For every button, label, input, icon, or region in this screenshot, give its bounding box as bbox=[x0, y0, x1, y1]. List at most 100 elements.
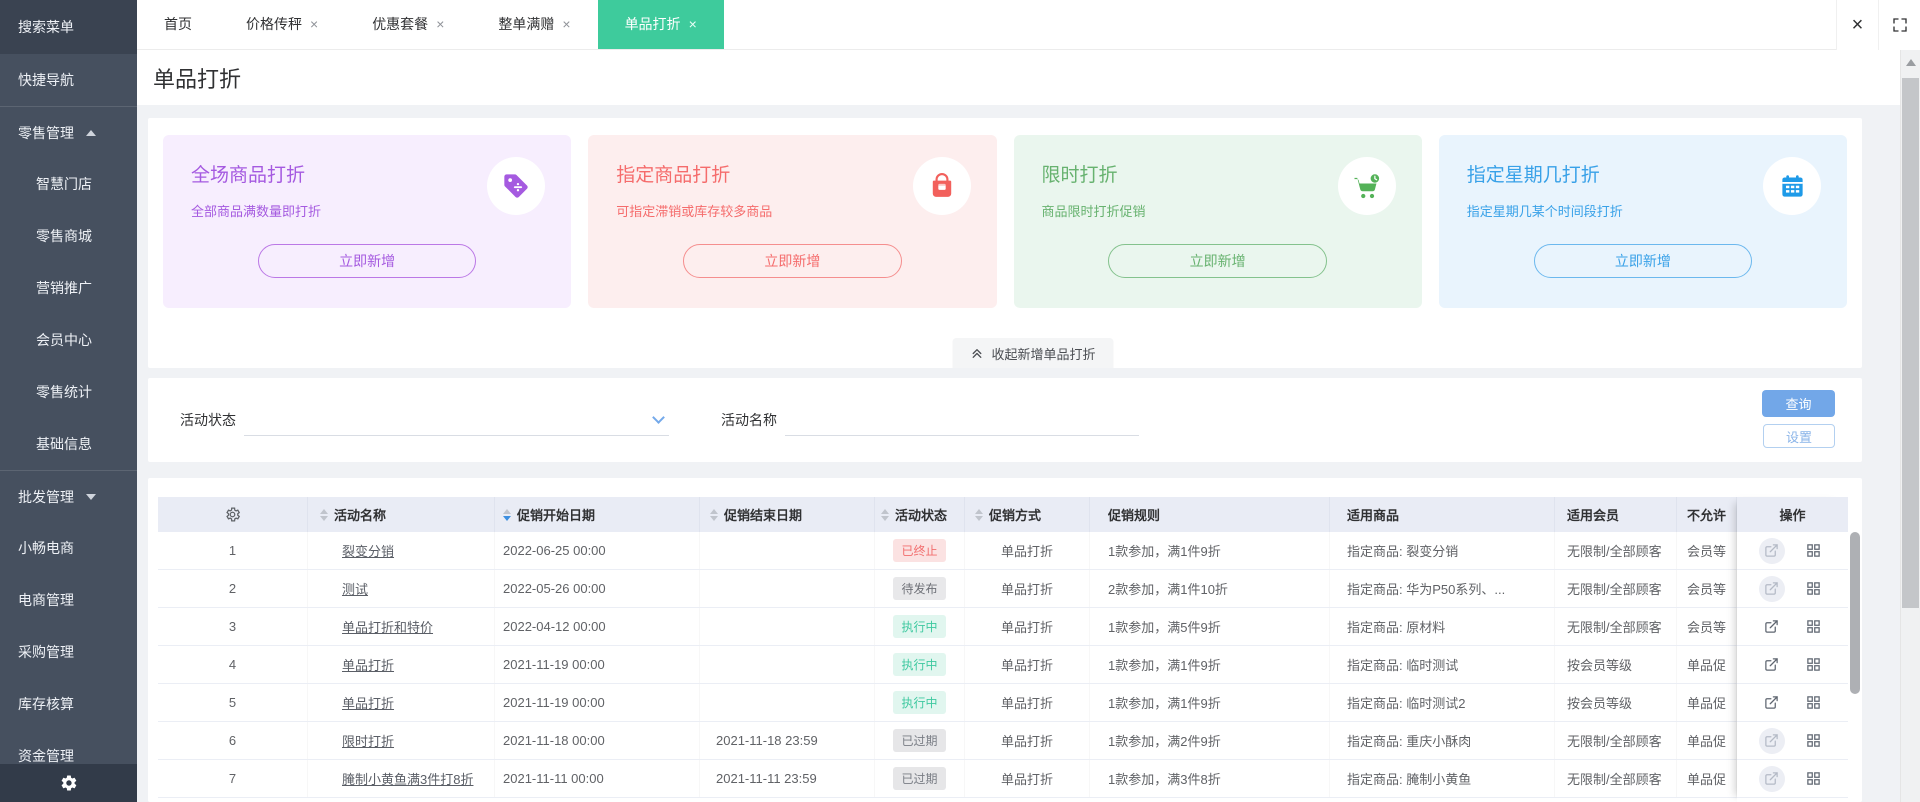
activity-name-link[interactable]: 单品打折 bbox=[342, 658, 395, 673]
activity-name-link[interactable]: 限时打折 bbox=[342, 734, 395, 749]
sidebar-item-inventory[interactable]: 库存核算 bbox=[18, 696, 74, 712]
tab-item-discount[interactable]: 单品打折 × bbox=[597, 0, 724, 49]
table-scrollbar[interactable] bbox=[1848, 532, 1862, 802]
card-title: 指定商品打折 bbox=[616, 165, 731, 186]
header-promo-method[interactable]: 促销方式 bbox=[965, 497, 1090, 532]
activity-name-link[interactable]: 单品打折和特价 bbox=[342, 620, 434, 635]
sidebar-item-retail-stats[interactable]: 零售统计 bbox=[36, 384, 92, 400]
sort-arrows-icon[interactable] bbox=[975, 508, 983, 521]
sidebar-item-member-center[interactable]: 会员中心 bbox=[36, 332, 92, 348]
share-icon[interactable] bbox=[1758, 575, 1785, 602]
header-end-date-label: 促销结束日期 bbox=[724, 508, 803, 523]
grid-icon[interactable] bbox=[1801, 652, 1827, 678]
share-icon[interactable] bbox=[1759, 652, 1785, 678]
sort-arrows-icon[interactable] bbox=[710, 508, 718, 521]
sidebar-item-basic-info[interactable]: 基础信息 bbox=[36, 436, 92, 452]
shopping-bag-icon bbox=[912, 157, 971, 215]
grid-icon[interactable] bbox=[1801, 766, 1827, 792]
sidebar-item-purchase-mgmt[interactable]: 采购管理 bbox=[18, 644, 74, 660]
sort-arrows-icon[interactable] bbox=[881, 508, 889, 521]
page-scrollbar-thumb[interactable] bbox=[1902, 78, 1919, 608]
add-now-button[interactable]: 立即新增 bbox=[1533, 244, 1753, 278]
sort-arrows-icon[interactable] bbox=[320, 508, 328, 521]
sidebar-item-marketing[interactable]: 营销推广 bbox=[36, 280, 92, 296]
column-settings-gear-icon[interactable] bbox=[158, 497, 308, 532]
fullscreen-icon[interactable] bbox=[1878, 0, 1920, 50]
card-desc: 全部商品满数量即打折 bbox=[191, 204, 322, 219]
tab-order-gift[interactable]: 整单满赠 × bbox=[471, 0, 597, 49]
add-now-button[interactable]: 立即新增 bbox=[683, 244, 902, 278]
end-date: 2021-11-18 23:59 bbox=[700, 722, 875, 759]
not-allowed: 单品促 bbox=[1677, 646, 1737, 683]
promo-rule: 1款参加，满1件9折 bbox=[1090, 646, 1330, 683]
status-badge: 已过期 bbox=[893, 767, 946, 790]
share-icon[interactable] bbox=[1758, 537, 1785, 564]
applicable-goods: 指定商品: 裂变分销 bbox=[1330, 532, 1555, 569]
scrollbar-up-arrow-icon[interactable] bbox=[1901, 50, 1920, 74]
collapse-promo-bar[interactable]: 收起新增单品打折 bbox=[952, 338, 1114, 368]
title-bar: 单品打折 bbox=[137, 50, 1920, 105]
row-index: 4 bbox=[158, 646, 308, 683]
activity-name-field[interactable] bbox=[785, 404, 1139, 436]
page-scrollbar[interactable] bbox=[1900, 50, 1920, 802]
sidebar-group-retail-label: 零售管理 bbox=[18, 124, 74, 141]
sidebar-item-quick-nav[interactable]: 快捷导航 bbox=[18, 72, 74, 88]
activity-name-link[interactable]: 腌制小黄鱼满3件打8折 bbox=[342, 772, 474, 787]
sidebar-item-ecom-mgmt[interactable]: 电商管理 bbox=[18, 592, 74, 608]
sidebar-item-smart-store[interactable]: 智慧门店 bbox=[36, 176, 92, 192]
promotions-table: 活动名称 促销开始日期 促销结束日期 活动状态 bbox=[158, 497, 1737, 798]
applicable-members: 无限制/全部顾客 bbox=[1555, 570, 1677, 607]
tab-order-gift-label: 整单满赠 bbox=[498, 16, 555, 32]
applicable-goods: 指定商品: 重庆小酥肉 bbox=[1330, 722, 1555, 759]
sidebar-item-xiaochang-ecom[interactable]: 小畅电商 bbox=[18, 540, 74, 556]
header-start-date[interactable]: 促销开始日期 bbox=[495, 497, 700, 532]
tab-combo[interactable]: 优惠套餐 × bbox=[345, 0, 471, 49]
grid-icon[interactable] bbox=[1801, 538, 1827, 564]
activity-name-link[interactable]: 裂变分销 bbox=[342, 544, 395, 559]
promo-card-all-goods: 全场商品打折 全部商品满数量即打折 立即新增 bbox=[163, 135, 572, 308]
sidebar-item-retail-mall[interactable]: 零售商城 bbox=[36, 228, 92, 244]
table-scrollbar-thumb[interactable] bbox=[1850, 532, 1860, 694]
table-row: 3 单品打折和特价 2022-04-12 00:00 执行中 单品打折 1款参加… bbox=[158, 608, 1737, 646]
close-icon[interactable]: × bbox=[562, 16, 571, 32]
close-icon[interactable]: × bbox=[310, 16, 319, 32]
double-chevron-up-icon bbox=[970, 347, 983, 360]
tab-home[interactable]: 首页 bbox=[137, 0, 219, 49]
activity-status-input[interactable] bbox=[244, 404, 669, 435]
grid-icon[interactable] bbox=[1801, 576, 1827, 602]
row-actions bbox=[1737, 532, 1848, 570]
applicable-goods: 指定商品: 临时测试 bbox=[1330, 646, 1555, 683]
sidebar-item-funds-mgmt[interactable]: 资金管理 bbox=[18, 748, 74, 764]
tab-price-scale[interactable]: 价格传秤 × bbox=[219, 0, 345, 49]
activity-name-link[interactable]: 测试 bbox=[342, 582, 369, 597]
sidebar-item-search-menu[interactable]: 搜索菜单 bbox=[0, 0, 137, 54]
search-button[interactable]: 查询 bbox=[1762, 390, 1835, 417]
header-activity-status[interactable]: 活动状态 bbox=[875, 497, 965, 532]
close-icon[interactable]: × bbox=[436, 16, 445, 32]
share-icon[interactable] bbox=[1759, 614, 1785, 640]
activity-name-link[interactable]: 单品打折 bbox=[342, 696, 395, 711]
grid-icon[interactable] bbox=[1801, 614, 1827, 640]
add-now-button[interactable]: 立即新增 bbox=[257, 244, 477, 278]
grid-icon[interactable] bbox=[1801, 690, 1827, 716]
activity-status-select[interactable] bbox=[244, 404, 669, 436]
sidebar-group-retail[interactable]: 零售管理 bbox=[0, 106, 137, 158]
activity-name-input[interactable] bbox=[785, 404, 1139, 435]
applicable-members: 无限制/全部顾客 bbox=[1555, 760, 1677, 797]
share-icon[interactable] bbox=[1758, 765, 1785, 792]
sort-arrows-icon[interactable] bbox=[503, 508, 511, 521]
close-all-icon[interactable]: × bbox=[1836, 0, 1878, 50]
sidebar-group-wholesale[interactable]: 批发管理 bbox=[0, 470, 137, 522]
not-allowed: 会员等 bbox=[1677, 532, 1737, 569]
header-end-date[interactable]: 促销结束日期 bbox=[700, 497, 875, 532]
grid-icon[interactable] bbox=[1801, 728, 1827, 754]
promo-panel: 全场商品打折 全部商品满数量即打折 立即新增 指定商品打折 可指定滞销或库存较多… bbox=[148, 118, 1862, 368]
close-icon[interactable]: × bbox=[688, 16, 697, 32]
settings-button[interactable]: 设置 bbox=[1763, 424, 1835, 448]
gear-icon[interactable] bbox=[60, 774, 78, 792]
share-icon[interactable] bbox=[1759, 690, 1785, 716]
share-icon[interactable] bbox=[1758, 727, 1785, 754]
header-activity-name[interactable]: 活动名称 bbox=[308, 497, 495, 532]
applicable-members: 按会员等级 bbox=[1555, 646, 1677, 683]
add-now-button[interactable]: 立即新增 bbox=[1108, 244, 1327, 278]
